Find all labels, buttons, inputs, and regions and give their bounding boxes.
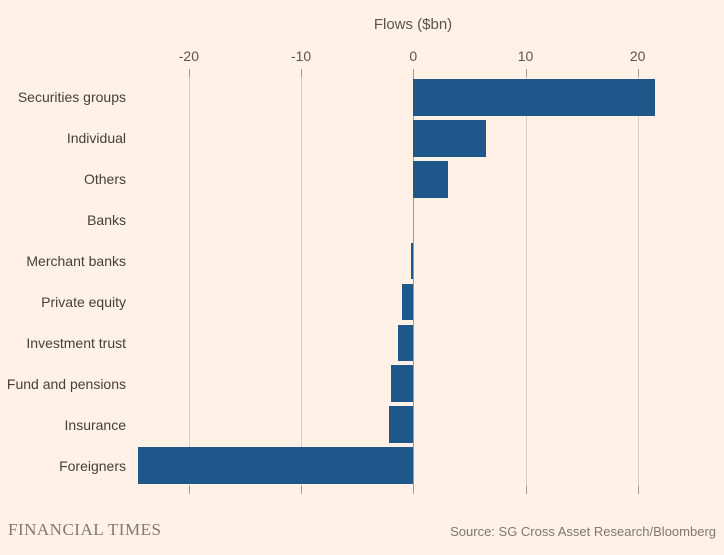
axis-tick-bottom (301, 486, 303, 494)
gridline (301, 77, 303, 486)
bar-private-equity (402, 283, 414, 321)
axis-tick-bottom (637, 486, 639, 494)
bar-investment-trust (397, 324, 414, 362)
category-label: Banks (87, 212, 126, 229)
source-text: Source: SG Cross Asset Research/Bloomber… (450, 524, 716, 539)
category-label: Insurance (64, 416, 126, 433)
category-label: Individual (66, 130, 126, 147)
axis-tick-bottom (413, 486, 415, 494)
zero-gridline (413, 77, 415, 486)
x-axis-tick-label: 20 (629, 48, 646, 64)
category-label: Securities groups (17, 89, 126, 106)
bar-insurance (388, 406, 414, 443)
bar-securities-groups (413, 79, 655, 116)
chart-title: Flows ($bn) (373, 16, 453, 33)
axis-tick-top (413, 69, 415, 77)
axis-tick-top (301, 69, 303, 77)
category-label: Foreigners (59, 457, 126, 474)
ft-wordmark: FINANCIAL TIMES (8, 520, 162, 539)
gridline (525, 77, 527, 486)
category-label: Others (83, 171, 126, 188)
x-axis-tick-label: -20 (178, 48, 200, 64)
axis-tick-bottom (525, 486, 527, 494)
category-label: Merchant banks (26, 253, 126, 270)
axis-tick-top (637, 69, 639, 77)
gridline (188, 77, 190, 486)
gridline (637, 77, 639, 486)
category-label: Fund and pensions (6, 375, 126, 392)
axis-tick-bottom (188, 486, 190, 494)
category-label: Private equity (41, 293, 126, 310)
bar-foreigners (138, 447, 414, 484)
x-axis-tick-label: 0 (409, 48, 418, 64)
x-axis-tick-label: 10 (517, 48, 534, 64)
bar-others (413, 160, 449, 198)
axis-tick-top (525, 69, 527, 77)
bar-fund-and-pensions (390, 365, 414, 403)
bar-individual (413, 120, 487, 157)
bar-merchant-banks (411, 242, 414, 280)
axis-tick-top (188, 69, 190, 77)
category-label: Investment trust (26, 334, 126, 351)
x-axis-tick-label: -10 (290, 48, 312, 64)
